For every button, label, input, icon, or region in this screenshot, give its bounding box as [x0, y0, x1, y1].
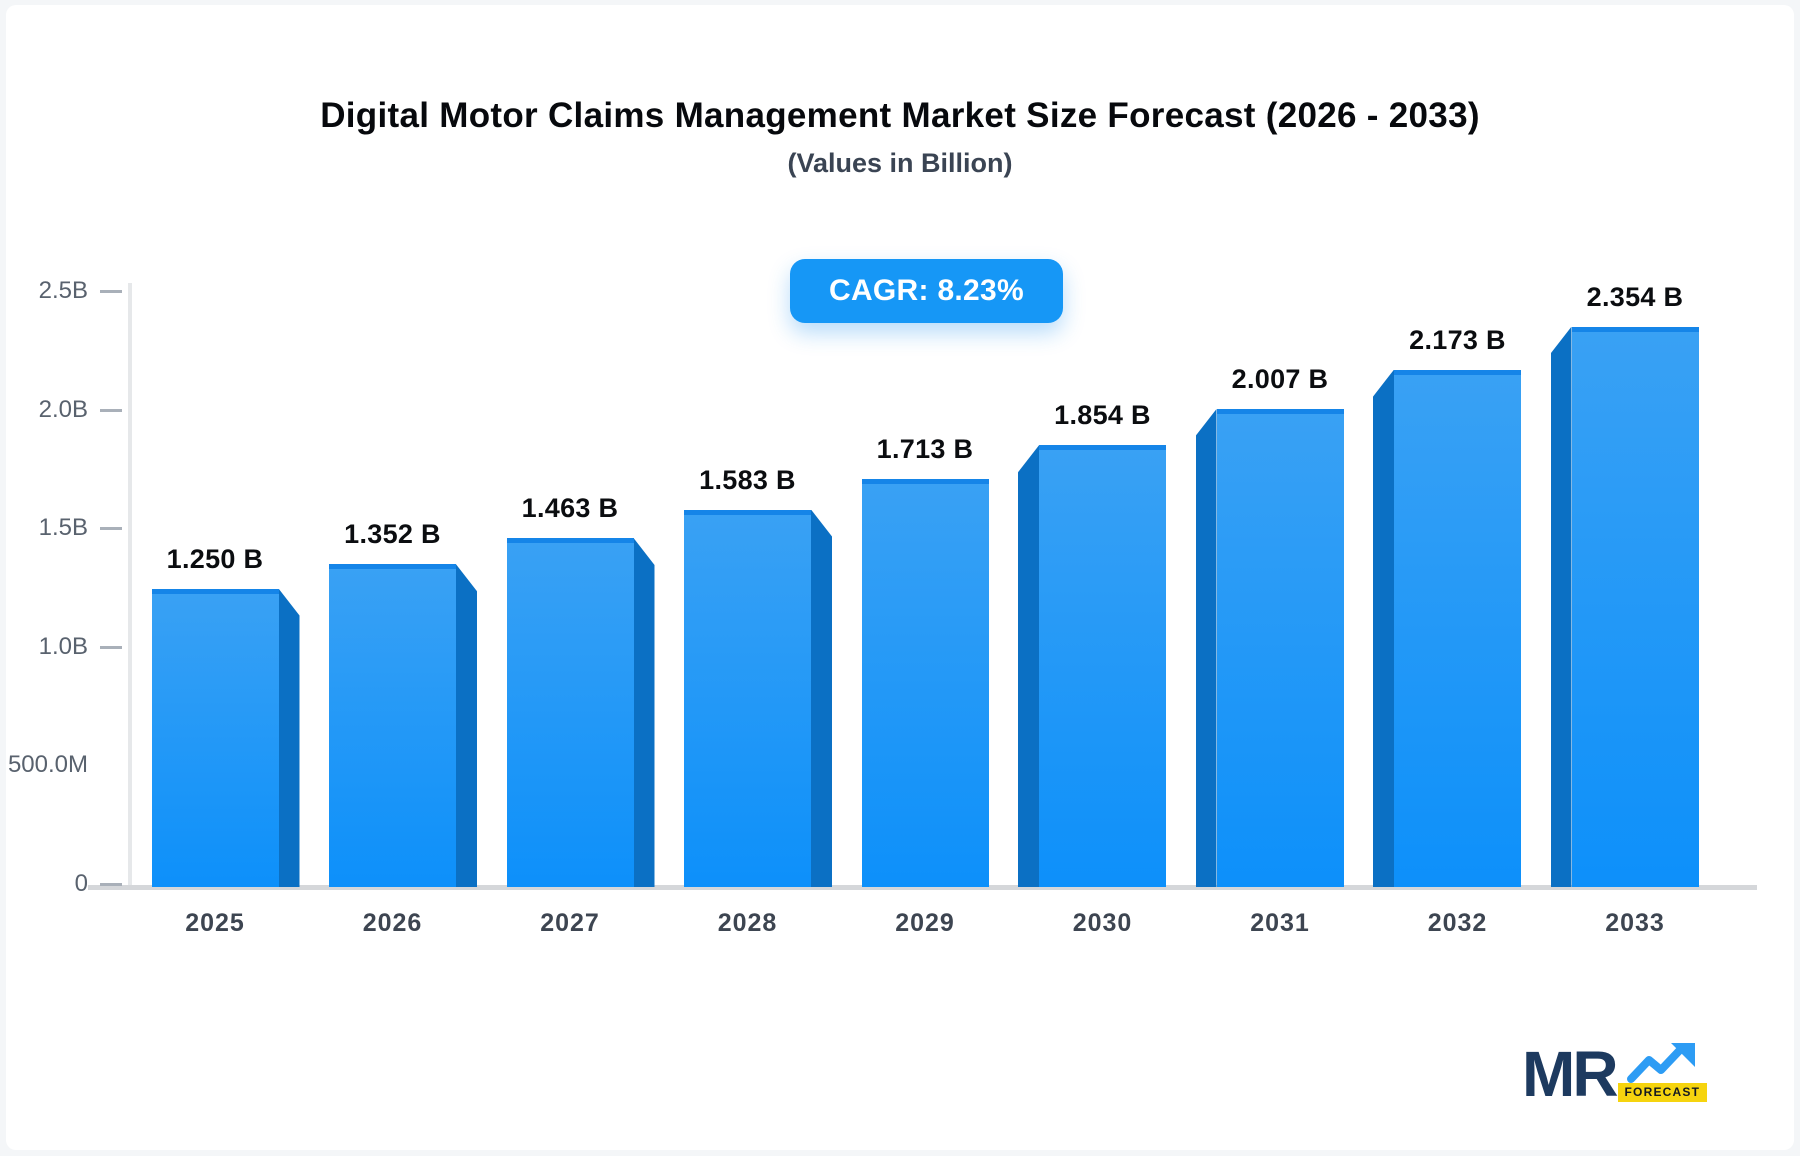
logo-right-block: FORECAST: [1617, 1043, 1708, 1102]
bar-value-label-2026: 1.352 B: [344, 519, 441, 550]
x-axis-label-2031: 2031: [1250, 909, 1310, 937]
x-axis-label-2029: 2029: [895, 909, 955, 937]
bar-value-label-2028: 1.583 B: [699, 464, 796, 495]
bar-value-label-2032: 2.173 B: [1409, 324, 1506, 355]
bar-side-2027: [633, 537, 655, 887]
bar-value-label-2031: 2.007 B: [1231, 363, 1329, 394]
bar-value-label-2029: 1.713 B: [876, 433, 974, 464]
y-axis-line: [128, 283, 132, 885]
chart-card: Digital Motor Claims Management Market S…: [6, 5, 1794, 1150]
y-tick-dash-2.0B: [100, 408, 122, 412]
bar-side-2025: [278, 588, 300, 887]
bar-value-label-2027: 1.463 B: [521, 492, 619, 523]
bar-side-2030: [1018, 445, 1039, 887]
x-axis-label-2032: 2032: [1427, 909, 1488, 937]
bar-2026: [329, 564, 456, 887]
x-axis-label-2026: 2026: [362, 909, 423, 937]
bar-value-label-2025: 1.250 B: [166, 543, 264, 574]
y-tick-label-1.5B: 1.5B: [38, 514, 88, 542]
y-tick-label-500.0M: 500.0M: [7, 751, 88, 779]
mr-forecast-logo: MR FORECAST: [1522, 1036, 1708, 1110]
logo-mr-text: MR: [1522, 1038, 1619, 1110]
bar-2033: [1571, 326, 1699, 887]
y-tick-dash-2.5B: [100, 290, 122, 293]
y-tick-dash-1.5B: [100, 527, 122, 531]
trend-arrow-icon: [1627, 1043, 1696, 1083]
y-tick-dash-1.0B: [100, 645, 122, 649]
bar-side-2031: [1195, 408, 1217, 887]
y-tick-label-1.0B: 1.0B: [38, 632, 88, 660]
y-tick-dash-0: [100, 883, 122, 886]
cagr-badge: CAGR: 8.23%: [790, 259, 1063, 323]
bar-2028: [684, 509, 811, 887]
x-axis-label-2030: 2030: [1072, 909, 1133, 937]
bar-side-2028: [811, 509, 832, 887]
chart-title: Digital Motor Claims Management Market S…: [320, 96, 1480, 135]
x-axis-label-2033: 2033: [1605, 909, 1665, 937]
bar-2025: [151, 588, 279, 887]
bar-2031: [1216, 408, 1344, 887]
y-tick-label-2.0B: 2.0B: [38, 395, 88, 423]
y-tick-label-2.5B: 2.5B: [38, 277, 88, 304]
x-axis-baseline: [88, 885, 1757, 890]
y-tick-label-0: 0: [74, 870, 88, 897]
bar-2029: [861, 478, 989, 887]
bar-2027: [506, 537, 634, 887]
bar-2032: [1394, 369, 1521, 887]
bar-side-2026: [456, 564, 477, 887]
bar-value-label-2030: 1.854 B: [1054, 400, 1151, 431]
x-axis-label-2025: 2025: [185, 909, 245, 937]
bar-2030: [1039, 445, 1166, 887]
bar-value-label-2033: 2.354 B: [1586, 281, 1684, 312]
logo-forecast-text: FORECAST: [1617, 1083, 1708, 1102]
bar-side-2032: [1373, 369, 1394, 887]
bar-side-2033: [1550, 326, 1572, 887]
x-axis-label-2028: 2028: [717, 909, 778, 937]
x-axis-label-2027: 2027: [540, 909, 600, 937]
chart-subtitle: (Values in Billion): [787, 148, 1013, 178]
